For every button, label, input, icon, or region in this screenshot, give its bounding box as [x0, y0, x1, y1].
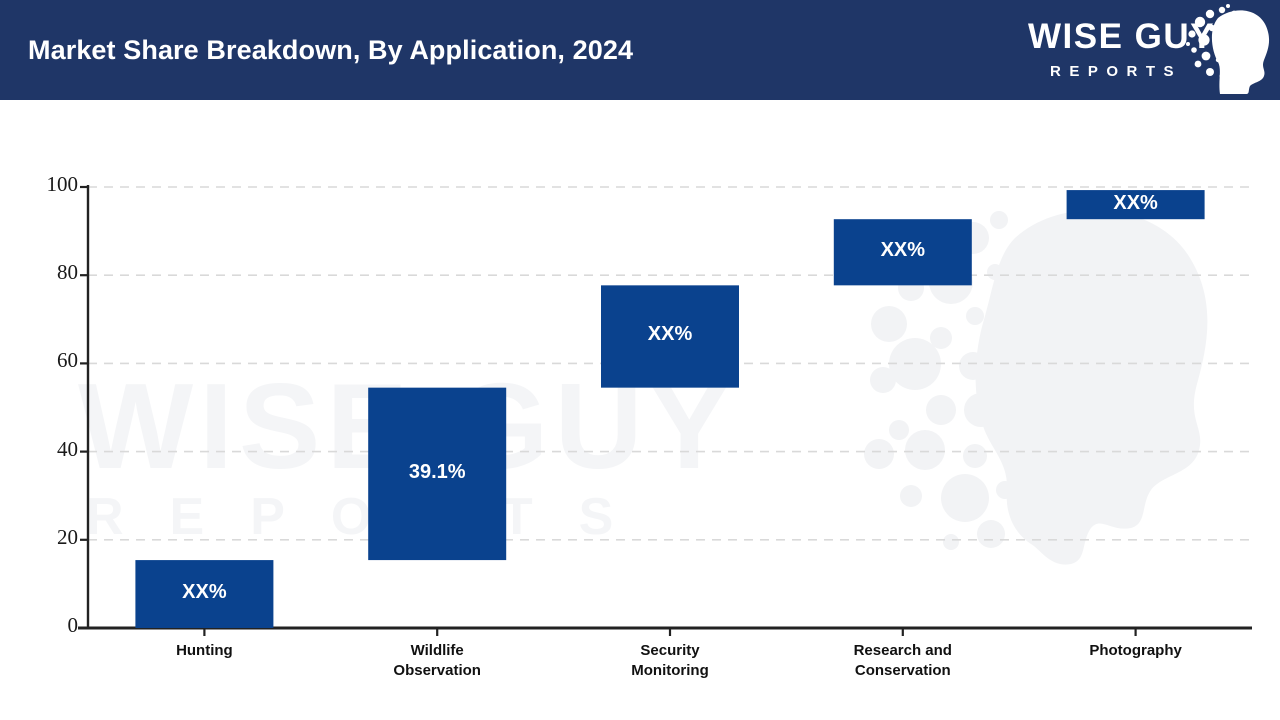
y-axis-tick-label: 100	[46, 172, 79, 196]
svg-text:WISE GUY: WISE GUY	[1028, 17, 1215, 56]
y-axis-tick-label: 20	[57, 524, 78, 549]
x-axis-category-label: Hunting	[176, 642, 233, 659]
x-axis-category-label: Research and Conservation	[853, 642, 952, 679]
head-profile-bubbles-icon	[1186, 4, 1270, 94]
x-axis-category-label: Wildlife Observation	[393, 642, 481, 679]
page-title: Market Share Breakdown, By Application, …	[28, 34, 634, 65]
bar-rect[interactable]	[601, 285, 739, 388]
logo-svg: WISE GUY REPORTS	[1028, 4, 1270, 94]
bar-rect[interactable]	[1066, 190, 1205, 220]
svg-text:REPORTS: REPORTS	[1050, 63, 1182, 80]
y-axis-tick-label: 0	[67, 613, 79, 637]
wise-guy-reports-logo: WISE GUY REPORTS	[1022, 4, 1272, 96]
x-axis-category-label: Photography	[1089, 642, 1182, 659]
page-header: Market Share Breakdown, By Application, …	[0, 0, 1280, 100]
bar-rect[interactable]	[135, 560, 274, 628]
waterfall-plot	[78, 185, 1252, 636]
bar-rect[interactable]	[368, 387, 507, 561]
y-axis-tick-label: 60	[57, 348, 78, 373]
bar-rect[interactable]	[833, 219, 972, 286]
chart-canvas: WISE GUY REPORTS	[0, 100, 1280, 720]
y-axis-tick-label: 40	[57, 436, 78, 461]
x-axis-category-label: Security Monitoring	[631, 642, 709, 679]
y-axis-tick-label: 80	[57, 260, 78, 285]
